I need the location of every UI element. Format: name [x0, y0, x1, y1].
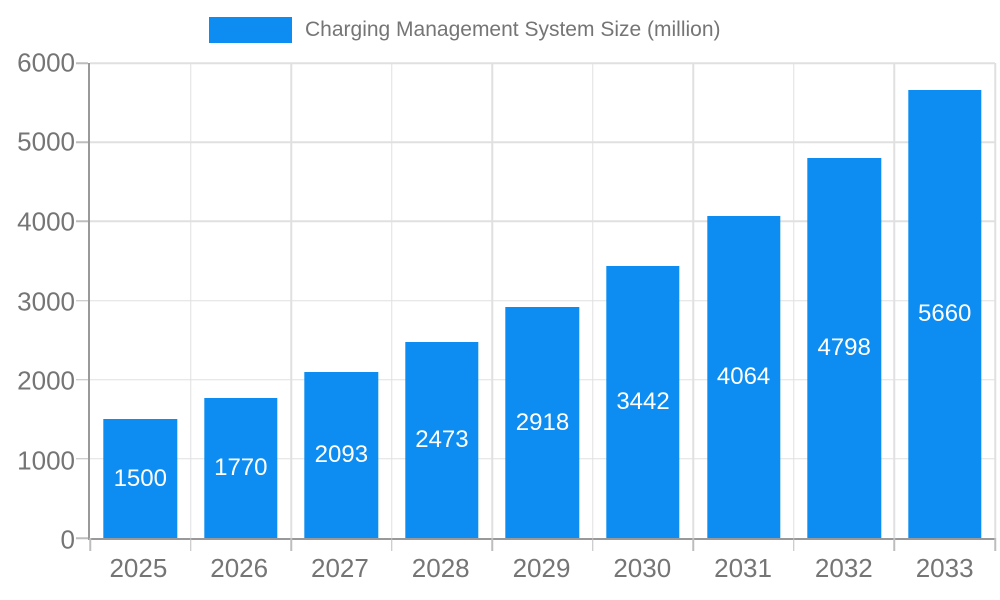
x-axis-tick — [994, 538, 996, 551]
x-axis-label-2033: 2033 — [915, 553, 974, 583]
bar-column-2032: 4798 — [794, 63, 895, 538]
bar-column-2027: 2093 — [291, 63, 392, 538]
bar-value-label: 1770 — [214, 453, 268, 481]
x-axis-tick — [692, 538, 695, 551]
bar-2028: 2473 — [405, 342, 479, 538]
gridline-horizontal — [90, 299, 995, 302]
y-axis-label: 6000 — [17, 47, 75, 78]
x-axis-label-2027: 2027 — [311, 553, 369, 583]
bar-2032: 4798 — [807, 158, 881, 538]
y-axis-label: 3000 — [17, 286, 75, 316]
bar-2029: 2918 — [505, 307, 580, 538]
gridline-horizontal — [90, 220, 995, 223]
x-axis-tick — [793, 538, 795, 551]
bar-column-2031: 4064 — [693, 63, 794, 538]
gridline-vertical — [793, 63, 795, 538]
gridline-vertical — [692, 63, 695, 538]
x-axis: 2025 2026 2027 2028 2029 2030 2031 2032 2033 — [88, 553, 995, 589]
gridline-horizontal — [90, 141, 995, 143]
x-axis-tick — [89, 538, 91, 551]
x-axis-tick — [893, 538, 896, 551]
bar-column-2025: 1500 — [90, 63, 191, 538]
x-axis-tick — [390, 538, 393, 551]
x-axis-tick — [189, 538, 192, 551]
x-axis-tick — [290, 538, 292, 551]
x-axis-label-2031: 2031 — [714, 553, 772, 583]
gridline-vertical — [189, 63, 192, 538]
bar-2031: 4064 — [706, 216, 781, 538]
y-axis-tick — [76, 299, 88, 302]
gridline-vertical — [491, 63, 493, 538]
x-axis-label-2028: 2028 — [411, 553, 470, 583]
bar-column-2026: 1770 — [191, 63, 292, 538]
x-axis-tick — [491, 538, 493, 551]
y-axis-tick — [76, 141, 88, 143]
bar-2025: 1500 — [103, 419, 177, 538]
x-axis-tick — [592, 538, 594, 551]
bar-value-label: 4064 — [716, 363, 771, 391]
bar-value-label: 4798 — [817, 334, 871, 362]
x-axis-label-2032: 2032 — [814, 553, 873, 583]
y-axis-label: 0 — [60, 524, 75, 555]
x-axis-label-2030: 2030 — [613, 553, 672, 583]
legend-swatch — [209, 17, 292, 43]
x-axis-label-2025: 2025 — [109, 553, 168, 583]
legend-label: Charging Management System Size (million… — [305, 18, 721, 41]
y-axis-label: 2000 — [17, 365, 75, 396]
bar-value-label: 2093 — [314, 441, 369, 469]
y-axis-tick — [76, 458, 88, 460]
y-axis-tick — [76, 62, 88, 64]
gridline-vertical — [592, 63, 594, 538]
bar-2033: 5660 — [908, 89, 982, 538]
gridline-vertical — [893, 63, 896, 538]
gridline-vertical — [290, 63, 292, 538]
gridline-vertical — [994, 63, 996, 538]
bar-column-2030: 3442 — [593, 63, 694, 538]
bar-2027: 2093 — [304, 372, 379, 538]
legend[interactable]: Charging Management System Size (million… — [209, 17, 721, 43]
bar-column-2028: 2473 — [392, 63, 493, 538]
y-axis: 0 1000 2000 3000 4000 5000 6000 — [0, 48, 75, 555]
x-axis-label-2029: 2029 — [512, 553, 571, 583]
bar-value-label: 5660 — [918, 299, 972, 327]
bar-value-label: 1500 — [113, 464, 167, 492]
bar-2026: 1770 — [204, 397, 278, 538]
y-axis-label: 1000 — [17, 445, 75, 475]
plot-area: 1500 1770 2093 2473 2918 3442 4064 4798 5660 — [76, 62, 996, 551]
gridline-vertical — [390, 63, 393, 538]
y-axis-tick — [76, 378, 88, 381]
y-axis-tick — [76, 220, 88, 223]
bar-value-label: 3442 — [616, 387, 670, 415]
bar-value-label: 2473 — [415, 426, 469, 454]
y-axis-label: 5000 — [17, 126, 75, 157]
y-axis-tick — [76, 537, 88, 539]
bar-value-label: 2918 — [515, 408, 570, 436]
bar-column-2029: 2918 — [492, 63, 593, 538]
y-axis-label: 4000 — [17, 206, 75, 237]
bar-column-2033: 5660 — [894, 63, 995, 538]
bar-2030: 3442 — [606, 265, 680, 538]
x-axis-label-2026: 2026 — [210, 553, 269, 583]
gridline-horizontal — [90, 62, 995, 64]
